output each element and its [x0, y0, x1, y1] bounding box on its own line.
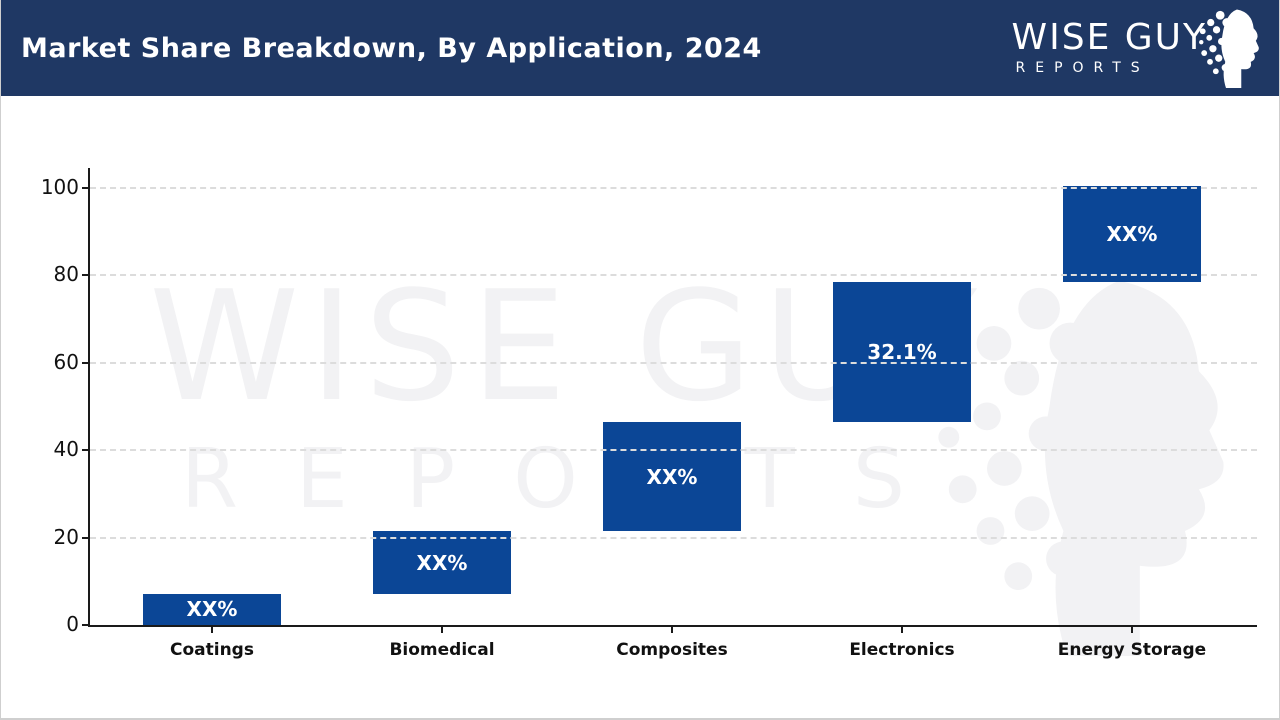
wise-guy-reports-logo: WISE GUY REPORTS [1012, 8, 1280, 88]
x-axis-line [88, 625, 1257, 627]
gridline-40 [90, 449, 1257, 451]
y-axis-tick-label: 80 [53, 262, 79, 286]
y-axis-tick-label: 100 [40, 174, 79, 199]
x-axis-tick-mark [441, 626, 443, 633]
dotted-face-profile-icon [1199, 9, 1259, 88]
y-axis-tick-mark [82, 449, 89, 451]
gridline-60 [90, 361, 1257, 364]
bar-biomedical: XX% [373, 531, 511, 594]
bar-energy-storage: XX% [1063, 185, 1201, 282]
y-axis-line [88, 168, 90, 627]
y-axis-tick-label: 60 [53, 349, 79, 374]
x-axis-tick-mark [1131, 626, 1133, 633]
gridline-20 [90, 536, 1257, 539]
y-axis-tick-mark [82, 186, 89, 189]
gridline-80 [90, 274, 1257, 276]
gridline-100 [90, 186, 1257, 189]
x-axis-tick-mark [211, 626, 213, 633]
bar-composites: XX% [603, 422, 741, 532]
y-axis-tick-mark [82, 361, 89, 364]
x-axis-category-label: Energy Storage [1057, 640, 1207, 660]
bar-value-label: XX% [646, 464, 698, 489]
bar-coatings: XX% [143, 593, 281, 625]
bar-electronics: 32.1% [833, 281, 971, 422]
y-axis-tick-mark [82, 624, 89, 626]
y-axis-tick-mark [82, 536, 89, 539]
y-axis-tick-mark [82, 274, 89, 276]
logo-subtitle: REPORTS [1015, 60, 1150, 76]
x-axis-tick-mark [671, 626, 673, 633]
bar-value-label: 32.1% [867, 339, 937, 364]
watermark-subtitle: REPORTS [181, 432, 963, 527]
bar-value-label: XX% [416, 550, 468, 575]
x-axis-category-label: Coatings [170, 640, 254, 660]
logo-wordmark: WISE GUY [1011, 17, 1207, 58]
logo-text: WISE GUY REPORTS [1011, 17, 1208, 77]
y-axis-tick-label: 0 [66, 612, 79, 636]
page-title: Market Share Breakdown, By Application, … [21, 32, 762, 64]
x-axis-category-label: Electronics [849, 640, 955, 660]
x-axis-category-label: Composites [616, 640, 728, 660]
y-axis-tick-label: 40 [53, 437, 79, 461]
x-axis-tick-mark [901, 626, 903, 633]
bar-value-label: XX% [1106, 221, 1158, 246]
y-axis-tick-label: 20 [53, 524, 79, 549]
bar-value-label: XX% [186, 597, 238, 622]
x-axis-category-label: Biomedical [389, 640, 495, 660]
header-bar: Market Share Breakdown, By Application, … [1, 0, 1280, 96]
